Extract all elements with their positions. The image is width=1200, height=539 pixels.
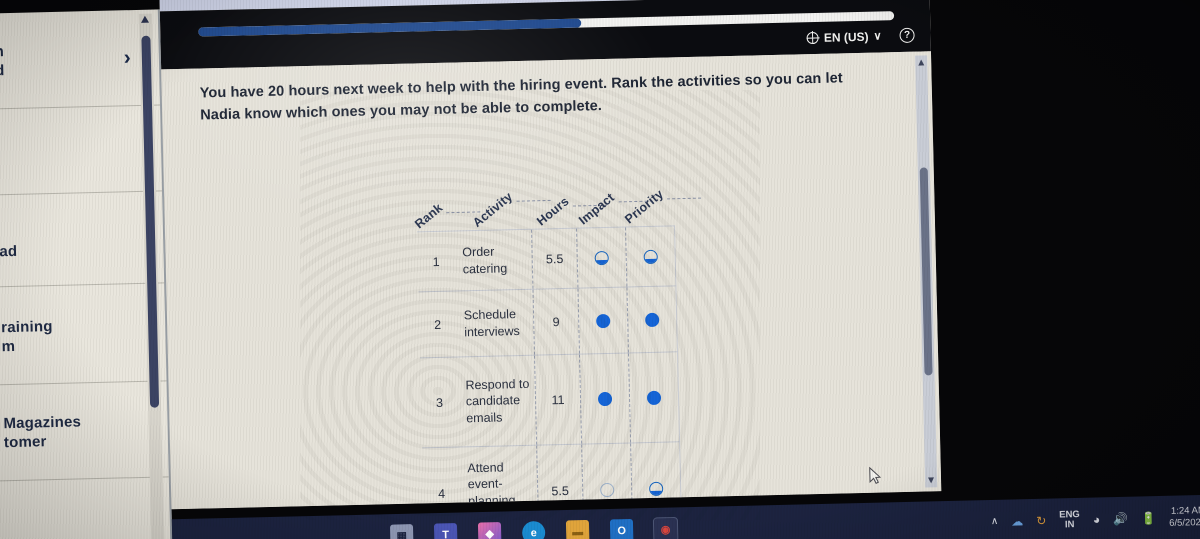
cell-priority: [625, 225, 676, 287]
table-row[interactable]: 1 Order catering 5.5: [417, 225, 676, 292]
bg-item-line1: [0, 114, 150, 118]
clock-date: 6/5/2025: [1169, 516, 1200, 529]
priority-indicator-icon: [648, 481, 664, 496]
lesson-content-area: You have 20 hours next week to help with…: [161, 51, 942, 510]
activity-ranking-table: Rank Activity Hours Impact Priority 1 Or…: [412, 169, 683, 510]
teams-icon[interactable]: T: [433, 523, 458, 539]
column-header-rank: Rank: [412, 200, 446, 232]
table-header-row: Rank Activity Hours Impact Priority: [412, 169, 675, 232]
column-header-activity: Activity: [470, 189, 516, 230]
table-row[interactable]: 2 Schedule interviews 9: [418, 285, 678, 358]
tray-expand-chevron-icon[interactable]: ∧: [990, 516, 999, 528]
battery-icon[interactable]: 🔋: [1140, 511, 1157, 526]
table-row[interactable]: 3 Respond to candidate emails 11: [420, 351, 680, 448]
cell-priority: [626, 285, 678, 353]
cell-priority: [630, 441, 682, 510]
globe-icon: [806, 31, 819, 44]
language-selector[interactable]: EN (US) ∨: [806, 29, 882, 45]
tray-lang-line2: IN: [1064, 519, 1075, 531]
update-icon[interactable]: ↻: [1036, 513, 1047, 528]
cell-activity: Schedule interviews: [455, 289, 535, 358]
impact-indicator-icon: [597, 391, 613, 407]
column-header-priority: Priority: [622, 186, 667, 227]
cell-priority: [628, 351, 680, 443]
bg-item-line2: m: [1, 337, 16, 355]
scroll-down-arrow-icon[interactable]: [927, 477, 935, 484]
prompt-text: You have 20 hours next week to help with…: [199, 70, 843, 124]
clock[interactable]: 1:24 AM 6/5/2025: [1169, 505, 1200, 530]
chrome-icon[interactable]: ◉: [653, 517, 678, 539]
cell-activity: Order catering: [453, 229, 533, 292]
cell-impact: [579, 352, 631, 445]
impact-indicator-icon: [595, 313, 611, 329]
cell-hours: 9: [532, 288, 580, 356]
start-button[interactable]: ▦: [389, 524, 414, 539]
system-tray: ∧ ☁ ↻ ENG IN ◕ 🔊 🔋 1:24 AM 6/5/2025: [991, 505, 1200, 534]
scrollbar-thumb[interactable]: [919, 167, 933, 376]
progress-bar-track: [198, 11, 895, 37]
impact-indicator-icon: [594, 250, 609, 266]
bg-item-line2: [0, 114, 150, 118]
outlook-icon[interactable]: O: [609, 518, 634, 539]
priority-indicator-icon: [646, 390, 662, 405]
chevron-down-icon: ∨: [873, 30, 882, 43]
cell-impact: [576, 227, 627, 289]
impact-indicator-icon: [599, 482, 615, 498]
cell-hours: 5.5: [531, 228, 578, 290]
cell-activity: Respond to candidate emails: [456, 355, 537, 447]
bg-list-item[interactable]: ad: [0, 191, 165, 288]
bg-list-item[interactable]: [0, 105, 163, 196]
edge-icon[interactable]: e: [521, 520, 546, 539]
help-icon[interactable]: ?: [899, 27, 915, 44]
clock-time: 1:24 AM: [1170, 505, 1200, 517]
chevron-right-icon[interactable]: ›: [123, 45, 132, 69]
cell-rank: 4: [422, 446, 462, 510]
cell-rank: 1: [417, 231, 456, 292]
volume-icon[interactable]: 🔊: [1112, 511, 1129, 527]
priority-indicator-icon: [645, 312, 660, 327]
browser-window: ...1G5U38J5U ☆ F EN (US) ∨ ? You have 20…: [159, 0, 942, 510]
ranking-grid: 1 Order catering 5.5 2 Schedule intervie…: [417, 225, 682, 510]
file-explorer-icon[interactable]: ▬: [565, 519, 590, 539]
bg-list-item[interactable]: n d ›: [0, 9, 161, 110]
bg-list-item[interactable]: raining m: [0, 283, 167, 386]
priority-indicator-icon: [643, 249, 658, 264]
copilot-icon[interactable]: ◆: [477, 522, 502, 539]
scroll-up-arrow-icon[interactable]: [918, 59, 925, 66]
cell-rank: 2: [418, 291, 457, 358]
taskbar-app-icons: ▦ T ◆ e ▬ O ◉: [389, 517, 678, 539]
cell-impact: [577, 286, 629, 355]
cell-impact: [581, 442, 633, 510]
table-row[interactable]: 4 Attend event-planning meetings 5.5: [422, 441, 682, 510]
column-header-impact: Impact: [576, 190, 618, 228]
header-controls: EN (US) ∨ ?: [806, 27, 915, 46]
bg-item-line2: ad: [0, 242, 18, 261]
language-indicator[interactable]: ENG IN: [1059, 509, 1080, 531]
onedrive-icon[interactable]: ☁: [1011, 514, 1024, 529]
bg-list-item[interactable]: Magazines tomer: [0, 381, 169, 482]
bg-item-line2: tomer: [3, 432, 47, 451]
cell-hours: 5.5: [536, 444, 584, 510]
content-scrollbar[interactable]: [915, 55, 938, 488]
cell-activity: Attend event-planning meetings: [458, 445, 539, 510]
language-label: EN (US): [823, 29, 869, 45]
scroll-up-arrow-icon[interactable]: [140, 15, 150, 23]
background-window[interactable]: n d › ad raining m Magazines: [0, 9, 173, 539]
cell-rank: 3: [420, 357, 459, 448]
cell-hours: 11: [534, 354, 582, 446]
wifi-icon[interactable]: ◕: [1092, 512, 1101, 527]
mouse-cursor: [869, 466, 882, 484]
progress-bar-fill: [198, 18, 582, 37]
